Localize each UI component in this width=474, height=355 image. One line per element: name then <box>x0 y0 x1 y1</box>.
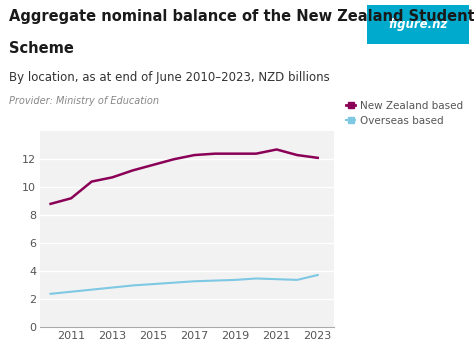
Legend: New Zealand based, Overseas based: New Zealand based, Overseas based <box>346 101 463 126</box>
Text: Provider: Ministry of Education: Provider: Ministry of Education <box>9 96 159 106</box>
Text: Scheme: Scheme <box>9 41 74 56</box>
Text: By location, as at end of June 2010–2023, NZD billions: By location, as at end of June 2010–2023… <box>9 71 330 84</box>
Text: Aggregate nominal balance of the New Zealand Student Loan: Aggregate nominal balance of the New Zea… <box>9 9 474 24</box>
Text: figure.nz: figure.nz <box>389 18 448 31</box>
